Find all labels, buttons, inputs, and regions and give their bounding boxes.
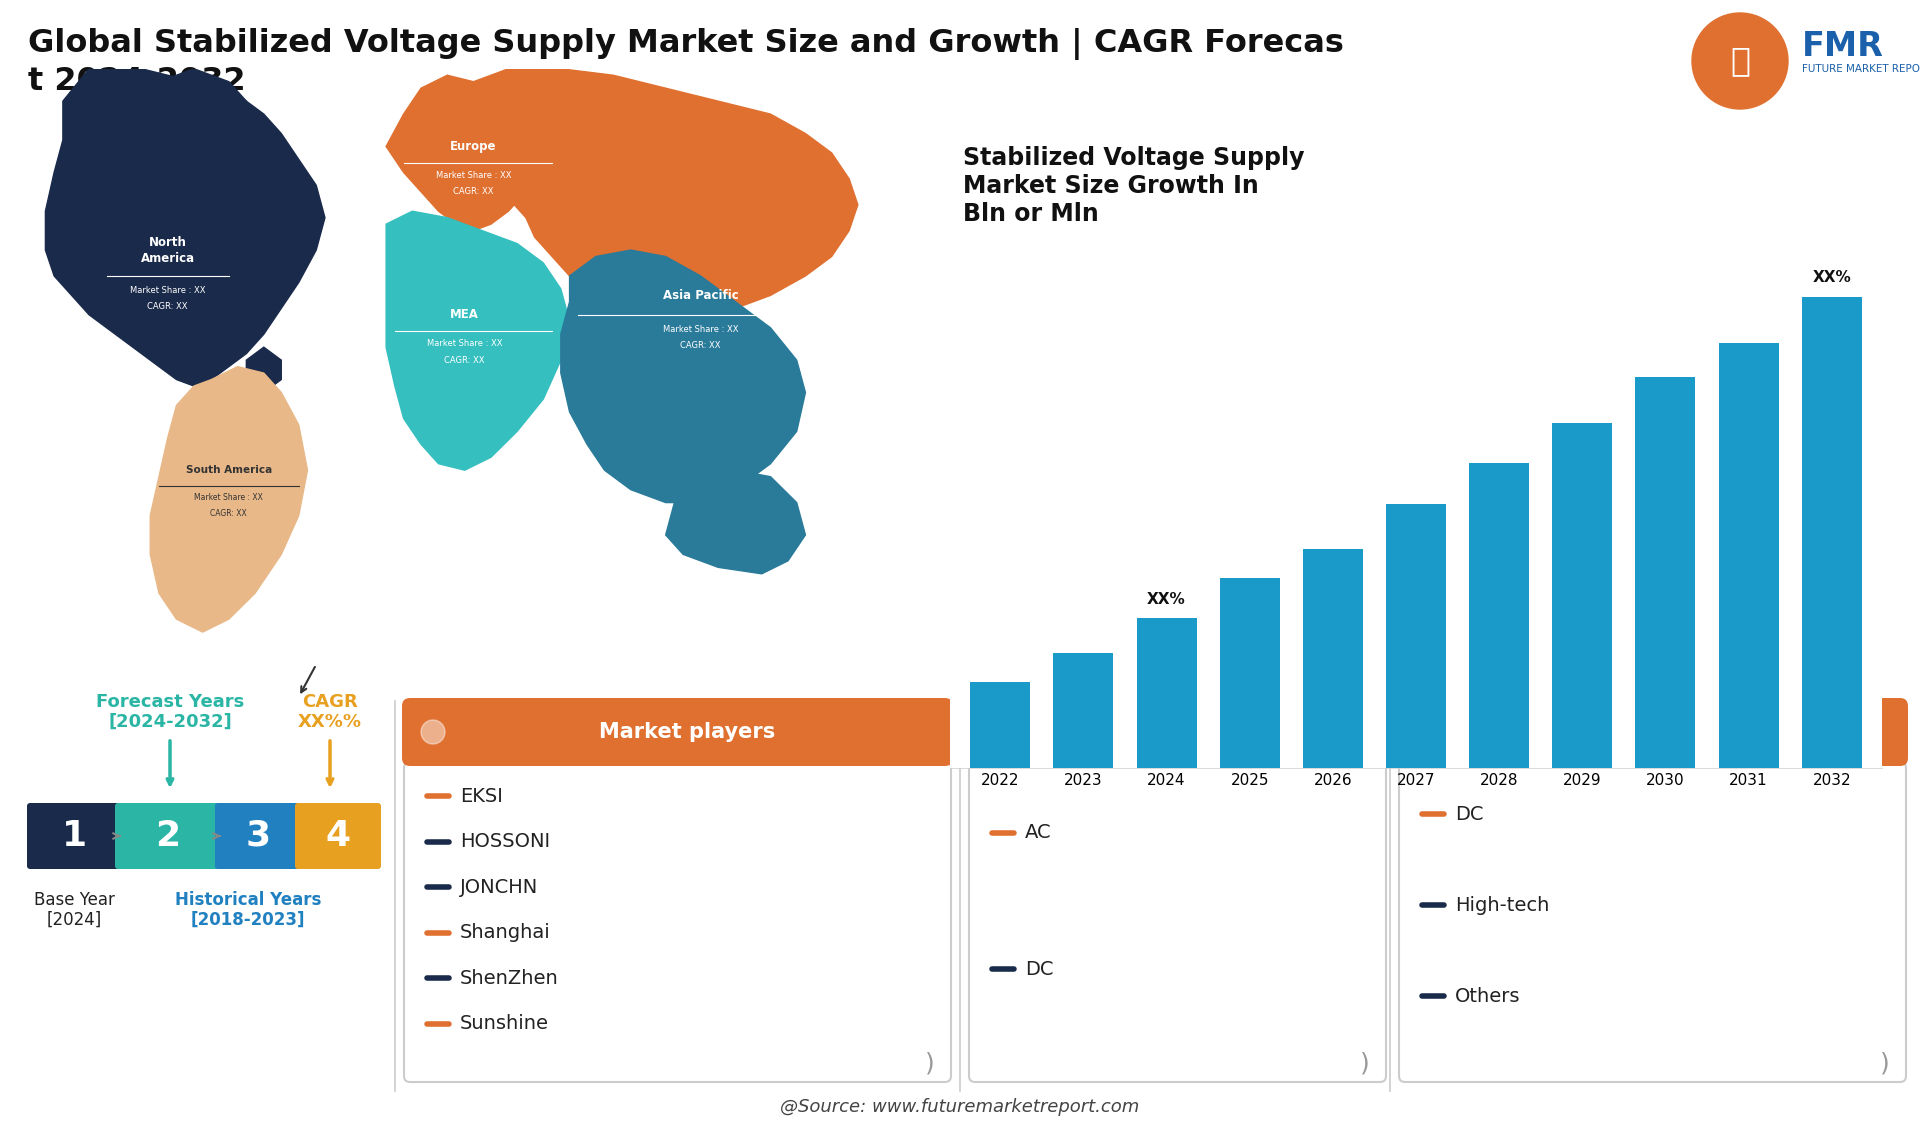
Text: Market players: Market players: [599, 722, 776, 741]
Polygon shape: [386, 211, 570, 470]
Text: ): ): [925, 1052, 935, 1076]
FancyBboxPatch shape: [215, 803, 301, 869]
Bar: [1137, 619, 1196, 768]
Text: CAGR: XX: CAGR: XX: [211, 509, 248, 518]
Text: Europe: Europe: [449, 140, 497, 152]
Text: [2024-2032]: [2024-2032]: [108, 713, 232, 731]
Text: Historical Years: Historical Years: [175, 890, 321, 909]
Text: ⌖: ⌖: [1730, 45, 1749, 78]
FancyBboxPatch shape: [115, 803, 221, 869]
FancyBboxPatch shape: [1400, 762, 1907, 1082]
Text: XX%: XX%: [1812, 270, 1851, 285]
Text: High-tech: High-tech: [1455, 896, 1549, 915]
Polygon shape: [666, 470, 806, 574]
Bar: [970, 682, 1031, 768]
Polygon shape: [46, 69, 324, 386]
Text: CAGR: XX: CAGR: XX: [680, 340, 720, 350]
Text: ): ): [1359, 1052, 1369, 1076]
Text: ): ): [1880, 1052, 1889, 1076]
Text: Market Share : XX: Market Share : XX: [436, 171, 511, 180]
Text: FUTURE MARKET REPORT: FUTURE MARKET REPORT: [1803, 64, 1920, 74]
Text: FMR: FMR: [1803, 31, 1884, 63]
Text: By application: By application: [1578, 722, 1747, 741]
Circle shape: [1692, 13, 1788, 109]
Text: t 2024-2032: t 2024-2032: [29, 66, 246, 97]
Text: CAGR: CAGR: [301, 693, 357, 711]
Bar: [1469, 463, 1528, 768]
Text: JONCHN: JONCHN: [461, 878, 538, 896]
FancyBboxPatch shape: [27, 803, 121, 869]
Text: Stabilized Voltage Supply
Market Size Growth In
Bln or Mln: Stabilized Voltage Supply Market Size Gr…: [962, 146, 1304, 226]
Circle shape: [1417, 720, 1440, 744]
Text: Asia Pacific: Asia Pacific: [662, 289, 739, 301]
Text: Market Share : XX: Market Share : XX: [662, 324, 739, 333]
Text: By type: By type: [1142, 722, 1233, 741]
Text: XX%%: XX%%: [298, 713, 363, 731]
Text: MEA: MEA: [451, 308, 480, 321]
Text: Market Share : XX: Market Share : XX: [426, 339, 503, 348]
Text: 4: 4: [324, 819, 351, 853]
Text: Forecast Years: Forecast Years: [96, 693, 244, 711]
Text: 2: 2: [156, 819, 180, 853]
Bar: [1801, 297, 1862, 768]
FancyBboxPatch shape: [401, 698, 952, 766]
Text: CAGR: XX: CAGR: XX: [148, 301, 188, 311]
Text: CAGR: XX: CAGR: XX: [453, 187, 493, 196]
Text: EKSI: EKSI: [461, 786, 503, 806]
Bar: [1219, 579, 1279, 768]
FancyBboxPatch shape: [1398, 698, 1908, 766]
Polygon shape: [150, 367, 307, 633]
Text: CAGR: XX: CAGR: XX: [445, 355, 486, 364]
Bar: [1386, 503, 1446, 768]
Text: Others: Others: [1455, 987, 1521, 1006]
Text: XX%: XX%: [1146, 592, 1187, 607]
Text: Market Share : XX: Market Share : XX: [194, 493, 263, 502]
FancyBboxPatch shape: [403, 762, 950, 1082]
Text: [2024]: [2024]: [46, 911, 102, 929]
Polygon shape: [561, 250, 806, 503]
Text: Shanghai: Shanghai: [461, 924, 551, 942]
Bar: [1054, 653, 1114, 768]
Text: HOSSONI: HOSSONI: [461, 832, 551, 851]
Text: North
America: North America: [140, 236, 194, 265]
FancyBboxPatch shape: [970, 762, 1386, 1082]
Text: Market Share : XX: Market Share : XX: [131, 285, 205, 295]
Text: @Source: www.futuremarketreport.com: @Source: www.futuremarketreport.com: [780, 1098, 1140, 1116]
Circle shape: [987, 720, 1010, 744]
Text: ShenZhen: ShenZhen: [461, 968, 559, 988]
FancyBboxPatch shape: [296, 803, 380, 869]
Bar: [1553, 423, 1613, 768]
Text: 3: 3: [246, 819, 271, 853]
Circle shape: [420, 720, 445, 744]
Polygon shape: [142, 69, 246, 127]
FancyBboxPatch shape: [968, 698, 1388, 766]
Text: DC: DC: [1025, 959, 1054, 979]
Bar: [1636, 377, 1695, 768]
Bar: [1718, 343, 1778, 768]
Text: 1: 1: [61, 819, 86, 853]
Text: Sunshine: Sunshine: [461, 1014, 549, 1034]
Polygon shape: [465, 69, 858, 315]
Text: AC: AC: [1025, 823, 1052, 842]
Text: Global Stabilized Voltage Supply Market Size and Growth | CAGR Forecas: Global Stabilized Voltage Supply Market …: [29, 28, 1344, 60]
Text: DC: DC: [1455, 804, 1484, 824]
Text: South America: South America: [186, 465, 273, 476]
Polygon shape: [246, 347, 282, 392]
Text: Base Year: Base Year: [33, 890, 115, 909]
Text: [2018-2023]: [2018-2023]: [190, 911, 305, 929]
Polygon shape: [649, 360, 701, 450]
Bar: [1304, 549, 1363, 768]
Polygon shape: [386, 76, 553, 230]
